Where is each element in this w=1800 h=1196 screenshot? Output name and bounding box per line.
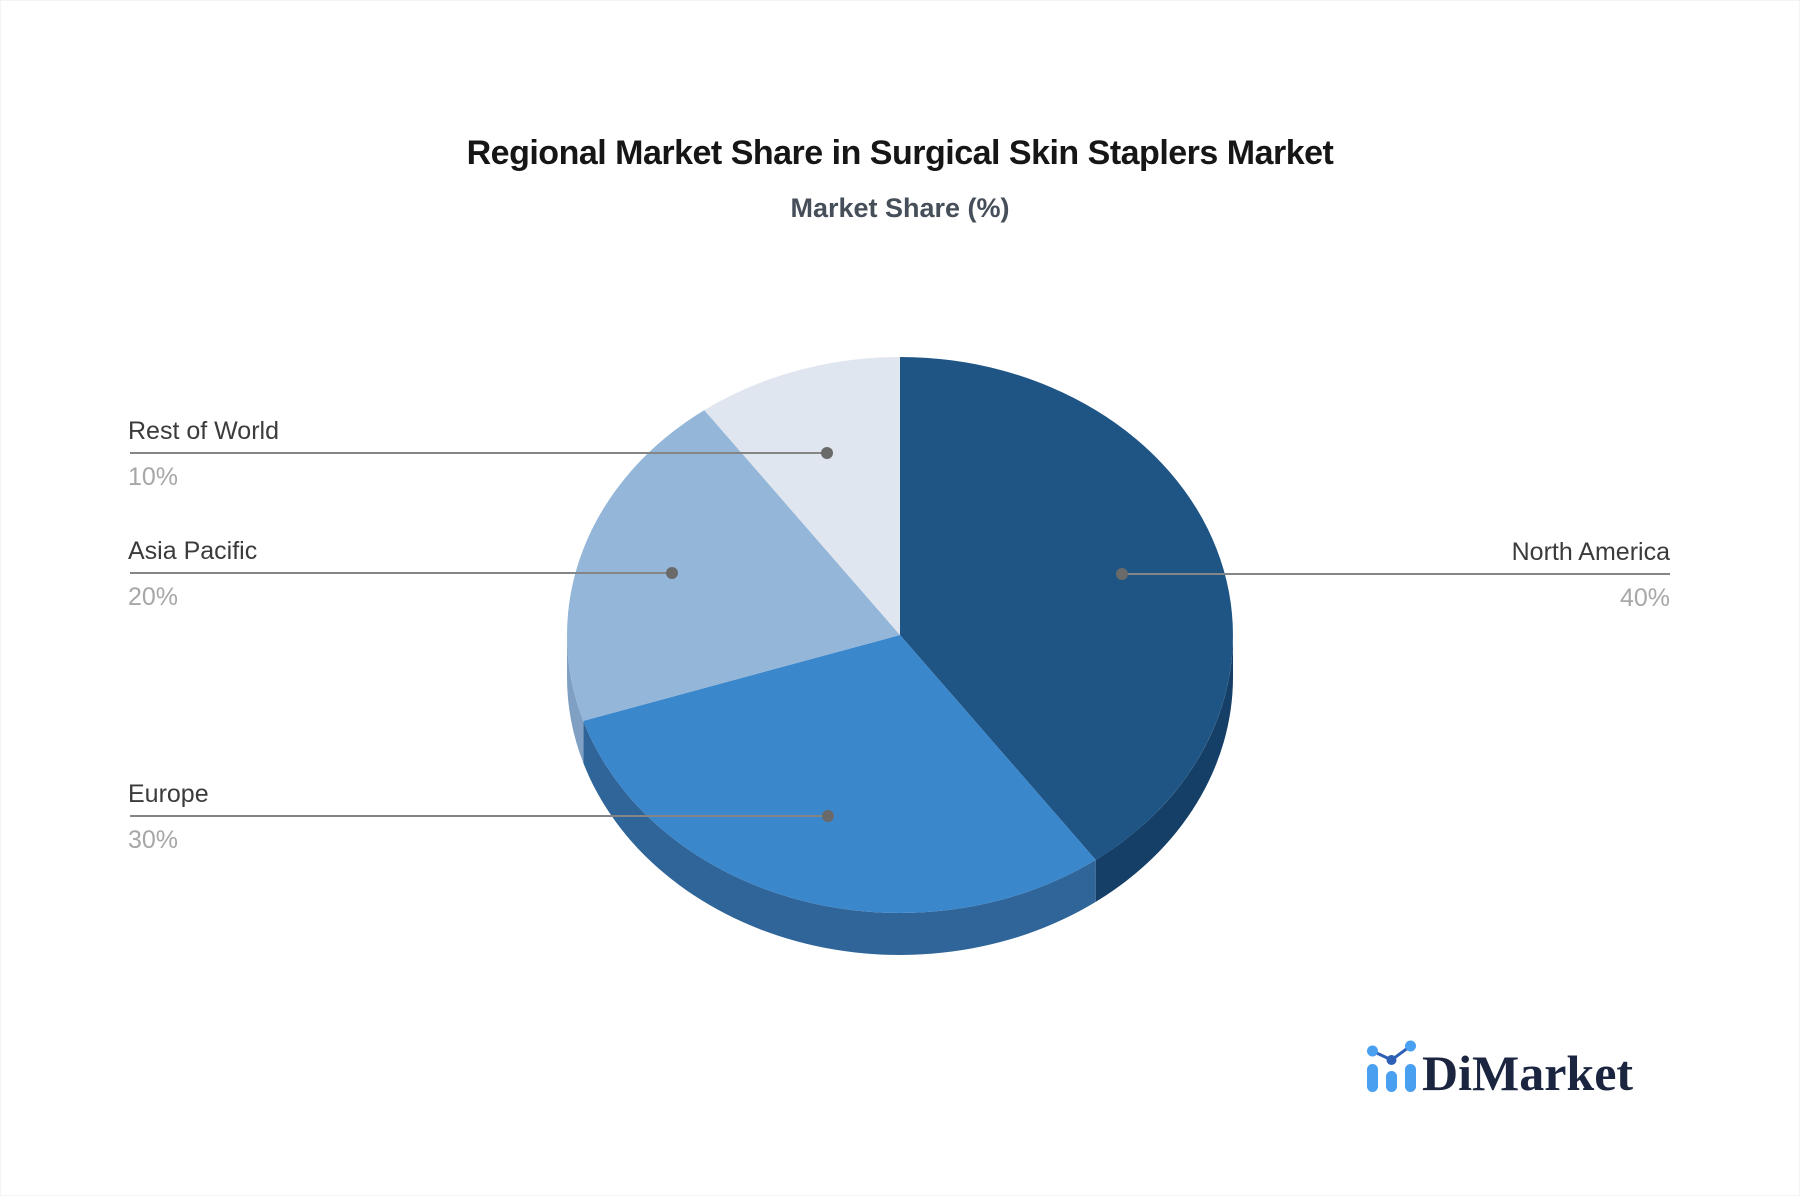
pie-slice-europe[interactable] xyxy=(583,635,1096,913)
value-asia-pacific: 20% xyxy=(128,583,179,611)
pie-slice-asia-pacific-side xyxy=(567,635,584,763)
brand-logo: DiMarket xyxy=(1362,1036,1682,1106)
value-north-america: 40% xyxy=(1619,584,1670,612)
chart-title: Regional Market Share in Surgical Skin S… xyxy=(466,134,1334,172)
pie-slice-north-america[interactable] xyxy=(900,357,1233,860)
brand-name: DiMarket xyxy=(1422,1045,1634,1101)
pie-slice-rest-of-world[interactable] xyxy=(704,357,900,635)
bar-chart-icon xyxy=(1367,1040,1416,1092)
callout-dot-asia-pacific xyxy=(666,567,678,579)
callout-dot-rest-of-world xyxy=(821,447,833,459)
callout-dot-europe xyxy=(822,810,834,822)
label-rest-of-world: Rest of World xyxy=(128,417,279,445)
pie-slice-north-america-side xyxy=(1095,635,1233,902)
label-asia-pacific: Asia Pacific xyxy=(128,537,258,565)
value-europe: 30% xyxy=(128,826,179,854)
label-europe: Europe xyxy=(128,780,209,808)
pie-slice-asia-pacific[interactable] xyxy=(567,410,900,721)
callout-dot-north-america xyxy=(1116,568,1128,580)
value-rest-of-world: 10% xyxy=(128,463,179,491)
label-north-america: North America xyxy=(1511,538,1670,566)
pie-slice-europe-side xyxy=(583,720,1096,955)
chart-subtitle: Market Share (%) xyxy=(790,193,1010,223)
